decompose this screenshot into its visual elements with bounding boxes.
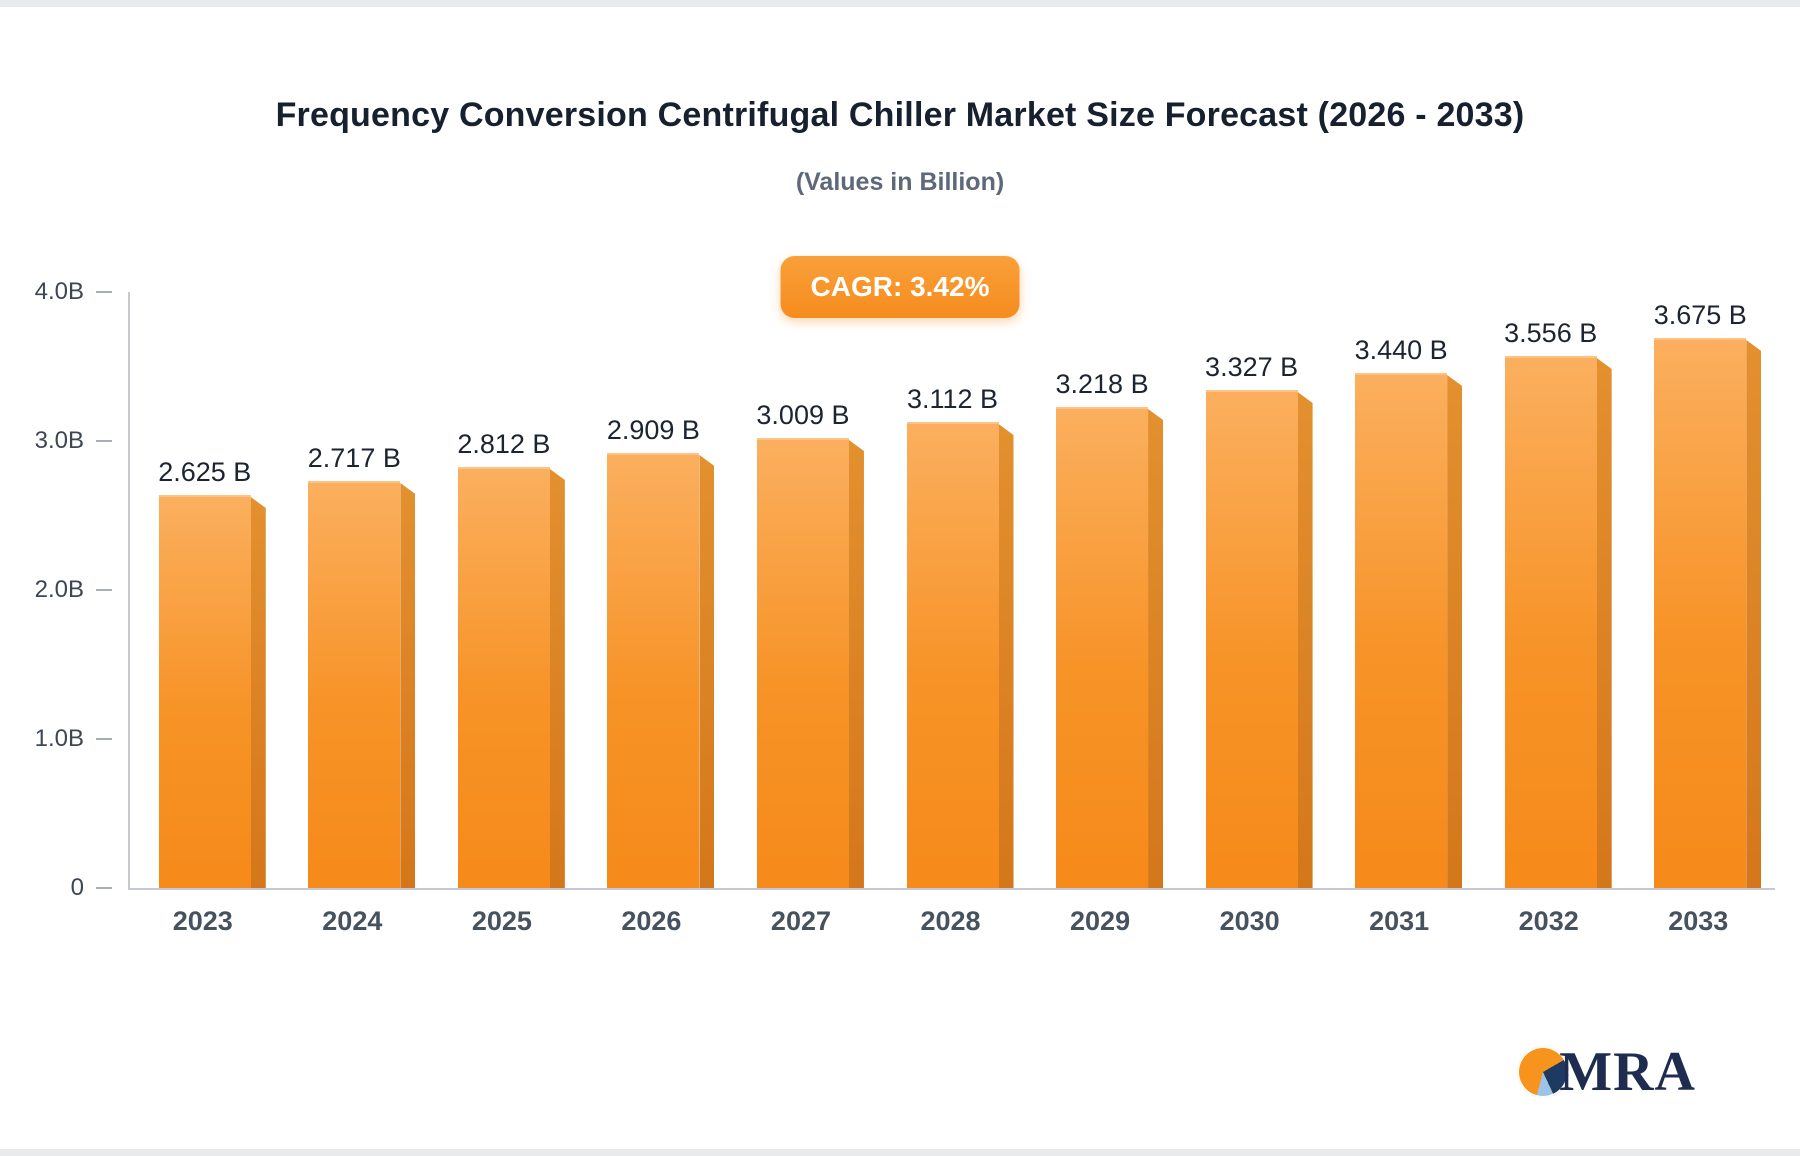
bar-slot: 3.675 B xyxy=(1625,292,1775,888)
bar-side-face xyxy=(699,455,715,888)
bar-side-face xyxy=(250,497,266,888)
y-tick-label: 4.0B xyxy=(34,278,84,305)
bar-value-label: 2.909 B xyxy=(606,415,700,445)
page-subtitle: (Values in Billion) xyxy=(795,168,1005,196)
bar-value-label: 3.327 B xyxy=(1205,352,1299,382)
bar-slot: 2.812 B xyxy=(429,292,579,888)
bar-front-face xyxy=(1654,338,1747,888)
mra-logo-text: MRA xyxy=(1559,1041,1696,1103)
bar-slot: 3.218 B xyxy=(1027,292,1177,888)
y-axis: 0 1.0B 2.0B 3.0B 4.0B xyxy=(0,0,130,1156)
x-axis-label: 2028 xyxy=(920,906,981,936)
page-edge-top xyxy=(0,0,1800,7)
bar: 2.812 B xyxy=(457,429,565,888)
bar-side-face xyxy=(998,424,1014,888)
x-axis-label: 2032 xyxy=(1518,906,1579,936)
bar-front-face xyxy=(906,422,999,888)
bar: 3.675 B xyxy=(1654,300,1762,888)
x-axis-label: 2026 xyxy=(621,906,682,936)
bar-value-label: 2.625 B xyxy=(158,457,252,487)
bar-slot: 3.009 B xyxy=(728,292,878,888)
bar-slot: 3.327 B xyxy=(1177,292,1327,888)
x-axis-label: 2031 xyxy=(1369,906,1430,936)
bar-side-face xyxy=(1746,340,1762,888)
bar: 3.112 B xyxy=(906,384,1014,888)
page-edge-bottom xyxy=(0,1149,1800,1156)
x-axis-label: 2023 xyxy=(172,906,233,936)
y-tick-mark xyxy=(96,738,112,740)
bar-value-label: 2.717 B xyxy=(307,443,401,473)
bar-side-face xyxy=(1447,375,1463,888)
bar-slot: 2.625 B xyxy=(130,292,280,888)
bar-slot: 2.717 B xyxy=(280,292,430,888)
x-axis-label: 2030 xyxy=(1219,906,1280,936)
bar-front-face xyxy=(158,495,251,888)
bar-slot: 3.556 B xyxy=(1476,292,1626,888)
bar: 3.327 B xyxy=(1205,352,1313,888)
plot-area: 2.625 B 2.717 B 2.812 B 2.909 B 3.009 B 3.112… xyxy=(128,292,1775,890)
y-tick-label: 1.0B xyxy=(34,725,84,752)
y-tick-mark xyxy=(96,291,112,293)
bar-slot: 2.909 B xyxy=(579,292,729,888)
bar-front-face xyxy=(1504,356,1597,888)
page-title: Frequency Conversion Centrifugal Chiller… xyxy=(275,96,1525,134)
y-tick-mark xyxy=(96,887,112,889)
bar: 3.556 B xyxy=(1504,318,1612,888)
pie-chart-icon xyxy=(1517,1046,1570,1098)
bar-front-face xyxy=(308,481,401,888)
bar-side-face xyxy=(848,440,864,888)
bar-side-face xyxy=(549,469,565,888)
mra-logo: MRA xyxy=(1517,1044,1696,1100)
bar-slot: 3.112 B xyxy=(878,292,1028,888)
bar-side-face xyxy=(1297,392,1313,888)
bar-front-face xyxy=(607,453,700,888)
y-tick-label: 0 xyxy=(70,874,84,901)
x-axis-label: 2029 xyxy=(1070,906,1131,936)
bar: 2.909 B xyxy=(607,415,715,888)
bar-side-face xyxy=(1596,358,1612,888)
cagr-badge: CAGR: 3.42% xyxy=(780,256,1020,318)
bar-side-face xyxy=(1148,409,1164,888)
bar: 2.625 B xyxy=(158,457,266,888)
bar: 2.717 B xyxy=(308,443,416,888)
x-axis-label: 2033 xyxy=(1668,906,1729,936)
y-tick-label: 3.0B xyxy=(34,427,84,454)
bar-value-label: 3.556 B xyxy=(1504,318,1598,348)
bar-value-label: 3.440 B xyxy=(1354,335,1448,365)
bar-value-label: 3.009 B xyxy=(756,400,850,430)
bar-value-label: 3.112 B xyxy=(906,384,999,414)
bar-front-face xyxy=(756,438,849,888)
bar-front-face xyxy=(1056,407,1149,888)
bar: 3.218 B xyxy=(1056,369,1164,888)
y-tick-mark xyxy=(96,589,112,591)
bar: 3.440 B xyxy=(1355,335,1463,888)
bar-value-label: 3.218 B xyxy=(1055,369,1149,399)
bar-value-label: 2.812 B xyxy=(457,429,551,459)
bar: 3.009 B xyxy=(756,400,864,888)
bars: 2.625 B 2.717 B 2.812 B 2.909 B 3.009 B 3.112… xyxy=(130,292,1775,888)
bar-front-face xyxy=(1355,373,1448,888)
x-axis-label: 2027 xyxy=(770,906,831,936)
bar-front-face xyxy=(1205,390,1298,888)
bar-front-face xyxy=(457,467,550,888)
bar-side-face xyxy=(400,483,416,888)
bar-value-label: 3.675 B xyxy=(1653,300,1747,330)
y-tick-mark xyxy=(96,440,112,442)
x-axis-label: 2024 xyxy=(322,906,383,936)
bar-slot: 3.440 B xyxy=(1326,292,1476,888)
y-tick-label: 2.0B xyxy=(34,576,84,603)
x-axis-label: 2025 xyxy=(471,906,532,936)
x-axis-labels: 2023 2024 2025 2026 2027 2028 2029 2030 2031 2032… xyxy=(128,906,1773,937)
